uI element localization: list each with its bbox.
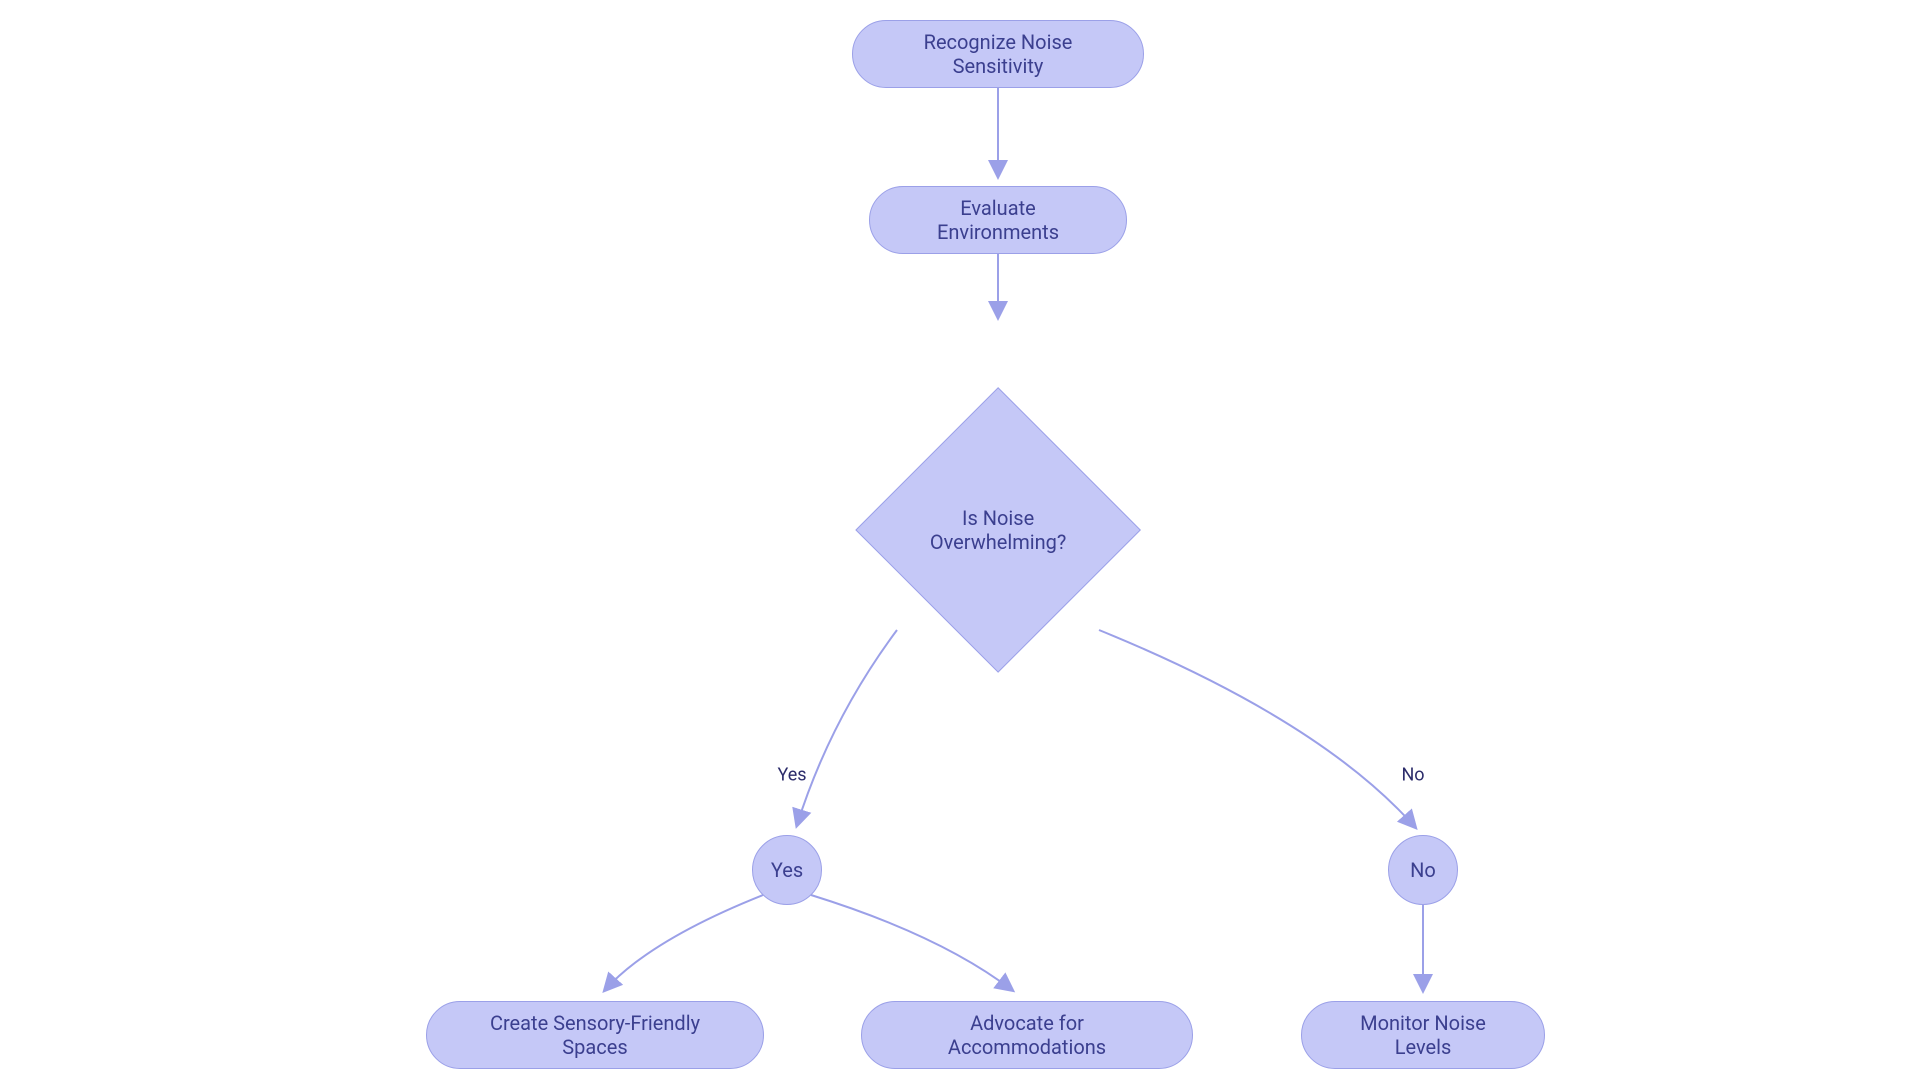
node-label: Create Sensory-Friendly Spaces bbox=[457, 1011, 733, 1059]
edge-n4-n6 bbox=[605, 895, 763, 990]
flowchart-node-n3: Is Noise Overwhelming? bbox=[855, 387, 1141, 673]
flowchart-node-n7: Advocate for Accommodations bbox=[861, 1001, 1193, 1069]
node-label: Yes bbox=[771, 858, 803, 882]
node-label: Is Noise Overwhelming? bbox=[898, 506, 1098, 554]
flowchart-node-n8: Monitor Noise Levels bbox=[1301, 1001, 1545, 1069]
edge-n3-n4 bbox=[797, 630, 897, 825]
node-label: No bbox=[1410, 858, 1436, 882]
node-label: Monitor Noise Levels bbox=[1332, 1011, 1514, 1059]
edge-n3-n5 bbox=[1099, 630, 1415, 827]
diamond-inner: Is Noise Overwhelming? bbox=[898, 430, 1098, 630]
edge-label-yes: Yes bbox=[777, 765, 806, 786]
node-label: Recognize Noise Sensitivity bbox=[883, 30, 1113, 78]
flowchart-node-n1: Recognize Noise Sensitivity bbox=[852, 20, 1144, 88]
node-label: Evaluate Environments bbox=[900, 196, 1096, 244]
flowchart-node-n5: No bbox=[1388, 835, 1458, 905]
edge-n4-n7 bbox=[811, 895, 1012, 990]
edge-label-no: No bbox=[1401, 765, 1424, 786]
flowchart-node-n4: Yes bbox=[752, 835, 822, 905]
flowchart-node-n6: Create Sensory-Friendly Spaces bbox=[426, 1001, 764, 1069]
node-label: Advocate for Accommodations bbox=[892, 1011, 1162, 1059]
flowchart-node-n2: Evaluate Environments bbox=[869, 186, 1127, 254]
